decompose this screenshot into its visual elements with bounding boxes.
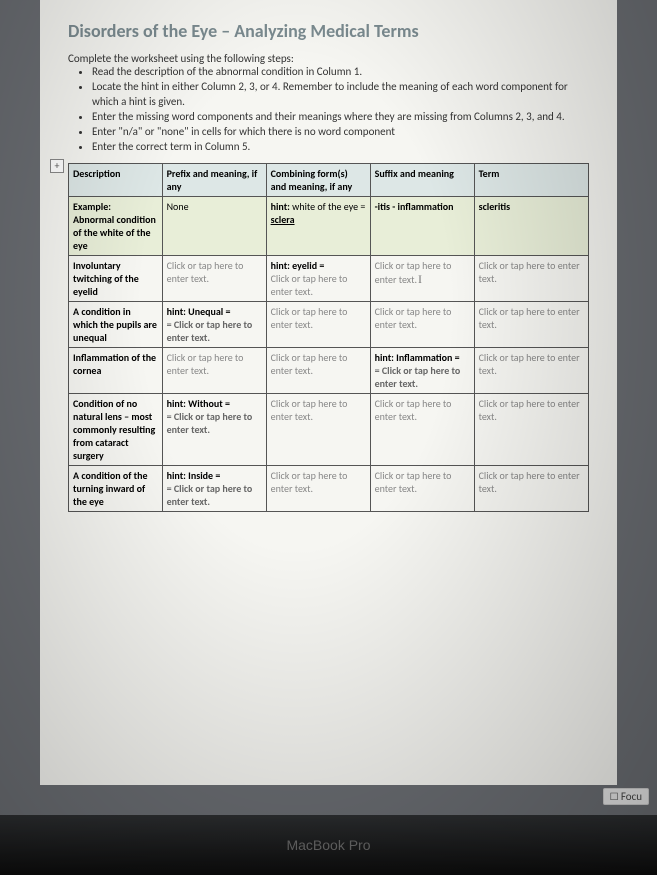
instruction-item: Locate the hint in either Column 2, 3, o… [92, 80, 589, 109]
row-description: A condition of the turning inward of the… [69, 465, 163, 511]
instruction-item: Enter the missing word components and th… [92, 110, 589, 124]
placeholder-text: Click or tap here to enter text. [479, 351, 580, 377]
table-row: Inflammation of the corneaClick or tap h… [69, 347, 589, 393]
row-description: Involuntary twitching of the eyelid [69, 255, 163, 301]
row-prefix-cell[interactable]: Click or tap here to enter text. [162, 255, 266, 301]
placeholder-text: Click or tap here to enter text. [375, 469, 452, 495]
header-prefix: Prefix and meaning, if any [162, 163, 266, 196]
instruction-item: Enter "n/a" or "none" in cells for which… [92, 125, 589, 139]
row-prefix-cell[interactable]: hint: Unequal == Click or tap here to en… [162, 301, 266, 347]
row-suffix-cell[interactable]: Click or tap here to enter text. [370, 301, 474, 347]
header-combining: Combining form(s) and meaning, if any [266, 163, 370, 196]
row-term-cell[interactable]: Click or tap here to enter text. [474, 255, 588, 301]
placeholder-text: = Click or tap here to enter text. [167, 318, 262, 344]
placeholder-text: Click or tap here to enter text. [167, 351, 244, 377]
example-row: Example: Abnormal condition of the white… [69, 196, 589, 255]
laptop-bezel: MacBook Pro [0, 815, 657, 875]
row-suffix-cell[interactable]: Click or tap here to enter text. [370, 465, 474, 511]
placeholder-text: = Click or tap here to enter text. [167, 482, 262, 508]
hint-text: hint: Unequal = [167, 305, 262, 318]
instruction-item: Enter the correct term in Column 5. [92, 140, 589, 154]
table-header-row: Description Prefix and meaning, if any C… [69, 163, 589, 196]
worksheet-table: Description Prefix and meaning, if any C… [68, 163, 589, 512]
placeholder-text: Click or tap here to enter text. [479, 397, 580, 423]
placeholder-text: Click or tap here to enter text. [271, 469, 348, 495]
example-prefix: None [162, 196, 266, 255]
table-row: A condition of the turning inward of the… [69, 465, 589, 511]
row-description: Condition of no natural lens – most comm… [69, 393, 163, 465]
row-prefix-cell[interactable]: hint: Inside == Click or tap here to ent… [162, 465, 266, 511]
row-description: A condition in which the pupils are uneq… [69, 301, 163, 347]
row-combining-cell[interactable]: Click or tap here to enter text. [266, 465, 370, 511]
hint-text: hint: Without = [167, 397, 262, 410]
text-cursor [417, 272, 422, 287]
row-term-cell[interactable]: Click or tap here to enter text. [474, 347, 588, 393]
placeholder-text: Click or tap here to enter text. [479, 469, 580, 495]
table-row: A condition in which the pupils are uneq… [69, 301, 589, 347]
row-combining-cell[interactable]: Click or tap here to enter text. [266, 393, 370, 465]
hint-text: hint: Inflammation = [375, 351, 470, 364]
instructions-list: Read the description of the abnormal con… [92, 65, 589, 155]
placeholder-text: = Click or tap here to enter text. [167, 410, 262, 436]
instruction-item: Read the description of the abnormal con… [92, 65, 589, 79]
placeholder-text: Click or tap here to enter text. [375, 259, 452, 286]
laptop-label: MacBook Pro [286, 837, 370, 853]
example-term: scleritis [474, 196, 588, 255]
row-term-cell[interactable]: Click or tap here to enter text. [474, 393, 588, 465]
hint-text: hint: Inside = [167, 469, 262, 482]
row-combining-cell[interactable]: hint: eyelid =Click or tap here to enter… [266, 255, 370, 301]
example-suffix: -itis - inflammation [370, 196, 474, 255]
placeholder-text: Click or tap here to enter text. [167, 259, 244, 285]
hint-text: hint: eyelid = [271, 259, 366, 272]
placeholder-text: = Click or tap here to enter text. [375, 364, 470, 390]
table-row: Involuntary twitching of the eyelidClick… [69, 255, 589, 301]
row-description: Inflammation of the cornea [69, 347, 163, 393]
placeholder-text: Click or tap here to enter text. [375, 397, 452, 423]
table-row: Condition of no natural lens – most comm… [69, 393, 589, 465]
row-suffix-cell[interactable]: hint: Inflammation == Click or tap here … [370, 347, 474, 393]
table-expand-handle[interactable]: + [50, 159, 64, 173]
page-title: Disorders of the Eye – Analyzing Medical… [68, 20, 589, 42]
header-suffix: Suffix and meaning [370, 163, 474, 196]
example-combining: hint: white of the eye = sclera [266, 196, 370, 255]
example-description: Example: Abnormal condition of the white… [69, 196, 163, 255]
row-suffix-cell[interactable]: Click or tap here to enter text. [370, 255, 474, 301]
placeholder-text: Click or tap here to enter text. [271, 397, 348, 423]
row-term-cell[interactable]: Click or tap here to enter text. [474, 301, 588, 347]
instructions-block: Complete the worksheet using the followi… [68, 52, 589, 155]
placeholder-text: Click or tap here to enter text. [479, 259, 580, 285]
header-description: Description [69, 163, 163, 196]
document-page: Disorders of the Eye – Analyzing Medical… [40, 0, 617, 785]
focus-mode-badge[interactable]: Focu [603, 788, 649, 805]
placeholder-text: Click or tap here to enter text. [375, 305, 452, 331]
row-term-cell[interactable]: Click or tap here to enter text. [474, 465, 588, 511]
placeholder-text: Click or tap here to enter text. [479, 305, 580, 331]
row-combining-cell[interactable]: Click or tap here to enter text. [266, 347, 370, 393]
header-term: Term [474, 163, 588, 196]
row-suffix-cell[interactable]: Click or tap here to enter text. [370, 393, 474, 465]
row-combining-cell[interactable]: Click or tap here to enter text. [266, 301, 370, 347]
worksheet-table-wrap: + Description Prefix and meaning, if any… [68, 163, 589, 512]
instructions-lead: Complete the worksheet using the followi… [68, 52, 589, 65]
row-prefix-cell[interactable]: hint: Without == Click or tap here to en… [162, 393, 266, 465]
placeholder-text: Click or tap here to enter text. [271, 305, 348, 331]
row-prefix-cell[interactable]: Click or tap here to enter text. [162, 347, 266, 393]
placeholder-text: Click or tap here to enter text. [271, 351, 348, 377]
placeholder-text: Click or tap here to enter text. [271, 272, 366, 298]
